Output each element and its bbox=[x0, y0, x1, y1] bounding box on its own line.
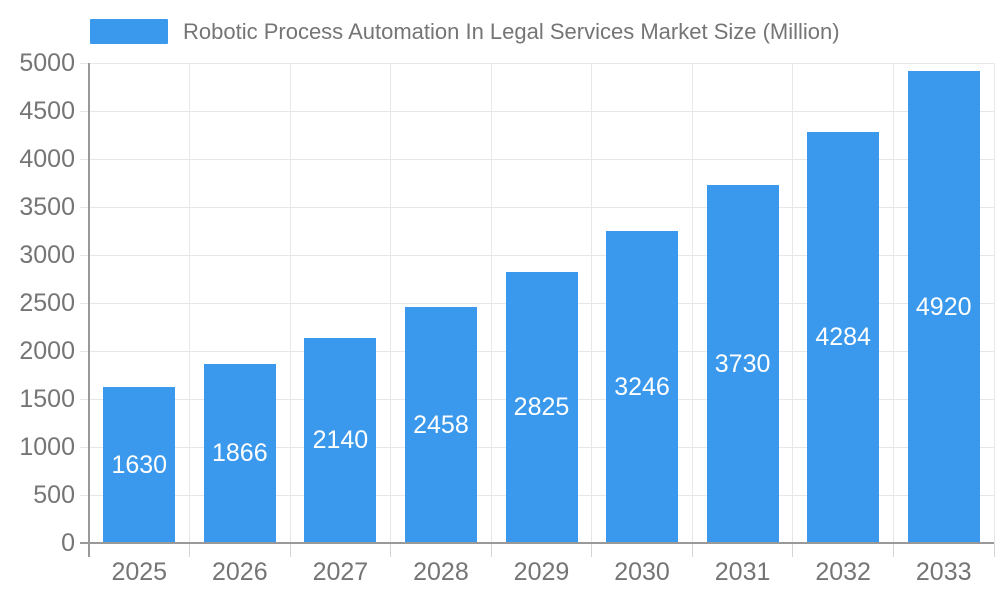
bar-value-label: 2458 bbox=[413, 411, 469, 440]
x-tick-label: 2032 bbox=[815, 558, 871, 586]
x-grid-line bbox=[892, 63, 894, 543]
x-tick bbox=[792, 543, 794, 557]
x-tick-label: 2029 bbox=[513, 558, 570, 586]
bar[interactable] bbox=[807, 131, 880, 543]
x-tick bbox=[189, 543, 191, 557]
x-tick bbox=[691, 543, 693, 557]
bar[interactable] bbox=[103, 386, 176, 543]
y-grid-line bbox=[80, 254, 994, 256]
x-tick bbox=[390, 543, 392, 557]
bar[interactable] bbox=[505, 271, 578, 543]
x-tick-label: 2028 bbox=[413, 558, 469, 586]
x-tick-label: 2027 bbox=[312, 558, 369, 586]
x-tick bbox=[490, 543, 492, 557]
y-tick-label: 2000 bbox=[19, 337, 75, 365]
y-grid-line bbox=[80, 62, 994, 64]
y-tick-label: 500 bbox=[33, 481, 75, 509]
x-tick-label: 2031 bbox=[714, 558, 771, 586]
bar[interactable] bbox=[907, 70, 980, 543]
x-grid-line bbox=[993, 63, 995, 543]
y-tick-label: 1500 bbox=[19, 385, 75, 413]
y-tick-label: 3000 bbox=[19, 241, 75, 269]
x-tick bbox=[993, 543, 995, 557]
bar-value-label: 1866 bbox=[212, 439, 268, 468]
x-tick-label: 2025 bbox=[111, 558, 168, 586]
legend: Robotic Process Automation In Legal Serv… bbox=[0, 0, 1000, 52]
x-grid-line bbox=[289, 63, 291, 543]
bar-value-label: 1630 bbox=[111, 450, 168, 479]
x-tick bbox=[892, 543, 894, 557]
x-grid-line bbox=[691, 63, 693, 543]
y-tick-label: 1000 bbox=[19, 433, 75, 461]
y-tick-label: 5000 bbox=[19, 49, 75, 77]
bar-value-label: 3246 bbox=[614, 373, 670, 402]
legend-label: Robotic Process Automation In Legal Serv… bbox=[183, 19, 840, 44]
y-grid-line bbox=[80, 158, 994, 160]
y-grid-line bbox=[80, 110, 994, 112]
bar[interactable] bbox=[606, 231, 679, 543]
x-grid-line bbox=[792, 63, 794, 543]
y-tick-label: 4000 bbox=[19, 145, 75, 173]
legend-swatch-icon[interactable] bbox=[90, 19, 168, 44]
x-grid-line bbox=[490, 63, 492, 543]
bar-value-label: 4284 bbox=[815, 323, 871, 352]
bar-value-label: 2825 bbox=[513, 393, 570, 422]
x-tick-label: 2033 bbox=[915, 558, 972, 586]
bar[interactable] bbox=[304, 337, 377, 543]
x-tick-label: 2030 bbox=[614, 558, 670, 586]
x-tick-label: 2026 bbox=[212, 558, 268, 586]
x-tick bbox=[591, 543, 593, 557]
y-tick-label: 0 bbox=[61, 529, 75, 557]
bar-value-label: 4920 bbox=[915, 292, 972, 321]
y-tick-label: 3500 bbox=[19, 193, 75, 221]
bar-value-label: 2140 bbox=[312, 426, 369, 455]
bar-value-label: 3730 bbox=[714, 349, 771, 378]
x-grid-line bbox=[591, 63, 593, 543]
y-axis-line bbox=[88, 63, 90, 557]
bar[interactable] bbox=[404, 307, 477, 543]
bar[interactable] bbox=[203, 363, 276, 543]
y-grid-line bbox=[80, 206, 994, 208]
bar[interactable] bbox=[706, 184, 779, 543]
x-grid-line bbox=[189, 63, 191, 543]
y-tick-label: 2500 bbox=[19, 289, 75, 317]
x-axis-line bbox=[80, 542, 994, 544]
x-tick bbox=[289, 543, 291, 557]
x-grid-line bbox=[390, 63, 392, 543]
y-tick-label: 4500 bbox=[19, 97, 75, 125]
